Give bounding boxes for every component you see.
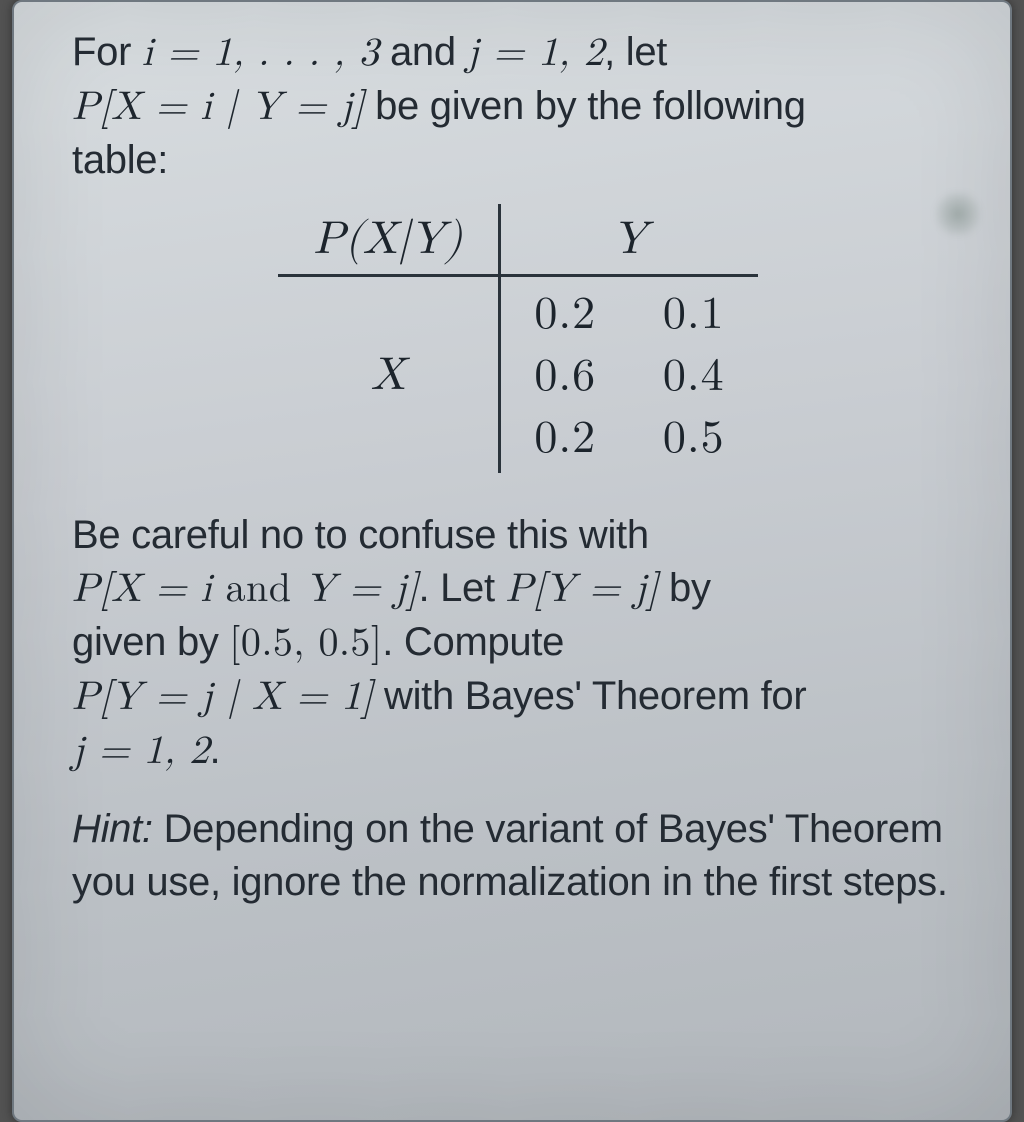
body-math: Y = j]: [305, 569, 418, 609]
body-math: j = 1, 2: [72, 731, 210, 771]
table-row: 0.6 0.4: [501, 345, 758, 407]
table-cell: 0.4: [630, 345, 759, 407]
intro-text: table:: [72, 138, 168, 182]
probability-table: P(X|Y) Y X 0.2 0.1 0.6 0.4 0.2 0.5: [278, 204, 758, 473]
body-math: P[Y = j]: [506, 569, 659, 609]
table-data-block: 0.2 0.1 0.6 0.4 0.2 0.5: [501, 277, 758, 473]
intro-text: be given by the following: [364, 84, 805, 128]
table-cell: 0.6: [501, 345, 630, 407]
intro-text: For: [72, 30, 142, 74]
table-cell: 0.1: [630, 283, 759, 345]
page-card: For i = 1, . . . , 3 and j = 1, 2, let P…: [12, 0, 1012, 1122]
table-cell: 0.5: [630, 407, 759, 469]
intro-paragraph: For i = 1, . . . , 3 and j = 1, 2, let P…: [72, 26, 964, 186]
intro-text: and: [379, 30, 466, 74]
body-text: .: [210, 728, 221, 772]
intro-math-i: i = 1, . . . , 3: [142, 33, 379, 73]
body-text: . Let: [418, 566, 505, 610]
hint-paragraph: Hint: Depending on the variant of Bayes'…: [72, 803, 964, 909]
intro-math-j: j = 1, 2: [467, 33, 605, 73]
body-text: Be careful no to confuse this with: [72, 513, 649, 557]
hint-text: Depending on the variant of Bayes' Theor…: [72, 807, 948, 904]
table-header-row: P(X|Y) Y: [278, 204, 758, 277]
body-text: with Bayes' Theorem for: [373, 674, 806, 718]
table-corner-label: P(X|Y): [278, 204, 501, 277]
table-row-header: X: [278, 277, 501, 473]
body-math: P[X = i: [72, 569, 212, 609]
body-text: . Compute: [382, 620, 564, 664]
body-paragraph: Be careful no to confuse this with P[X =…: [72, 509, 964, 777]
intro-text: , let: [604, 30, 667, 74]
table-col-header: Y: [501, 204, 758, 277]
hint-label: Hint:: [72, 807, 153, 851]
table-body-row: X 0.2 0.1 0.6 0.4 0.2 0.5: [278, 277, 758, 473]
table-row: 0.2 0.5: [501, 407, 758, 469]
table-cell: 0.2: [501, 407, 630, 469]
content-area: For i = 1, . . . , 3 and j = 1, 2, let P…: [14, 2, 1010, 957]
body-math-and: and: [212, 569, 305, 609]
table-row: 0.2 0.1: [501, 283, 758, 345]
intro-math-cond: P[X = i | Y = j]: [72, 87, 364, 127]
body-math: [0.5, 0.5]: [229, 623, 382, 663]
body-text: by: [658, 566, 710, 610]
body-math: P[Y = j | X = 1]: [72, 677, 373, 717]
body-text: given by: [72, 620, 229, 664]
table-cell: 0.2: [501, 283, 630, 345]
